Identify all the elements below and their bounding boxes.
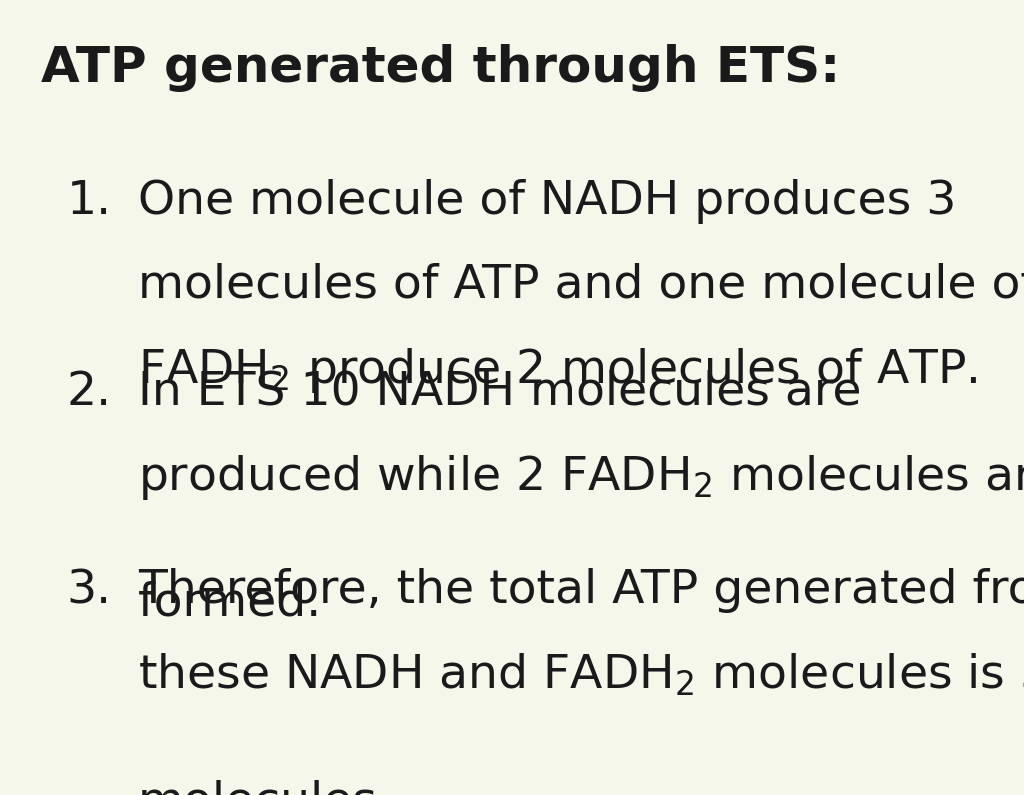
Text: these NADH and FADH$\mathregular{_{2}}$ molecules is 34: these NADH and FADH$\mathregular{_{2}}$ … [138,652,1024,698]
Text: FADH$\mathregular{_{2}}$ produce 2 molecules of ATP.: FADH$\mathregular{_{2}}$ produce 2 molec… [138,346,978,395]
Text: ATP generated through ETS:: ATP generated through ETS: [41,44,841,91]
Text: Therefore, the total ATP generated from: Therefore, the total ATP generated from [138,568,1024,614]
Text: molecules.: molecules. [138,779,393,795]
Text: formed.: formed. [138,580,323,626]
Text: molecules of ATP and one molecule of: molecules of ATP and one molecule of [138,262,1024,308]
Text: One molecule of NADH produces 3: One molecule of NADH produces 3 [138,179,956,224]
Text: 3.: 3. [67,568,112,614]
Text: 1.: 1. [67,179,112,224]
Text: 2.: 2. [67,370,112,415]
Text: In ETS 10 NADH molecules are: In ETS 10 NADH molecules are [138,370,862,415]
Text: produced while 2 FADH$\mathregular{_{2}}$ molecules are: produced while 2 FADH$\mathregular{_{2}}… [138,453,1024,502]
